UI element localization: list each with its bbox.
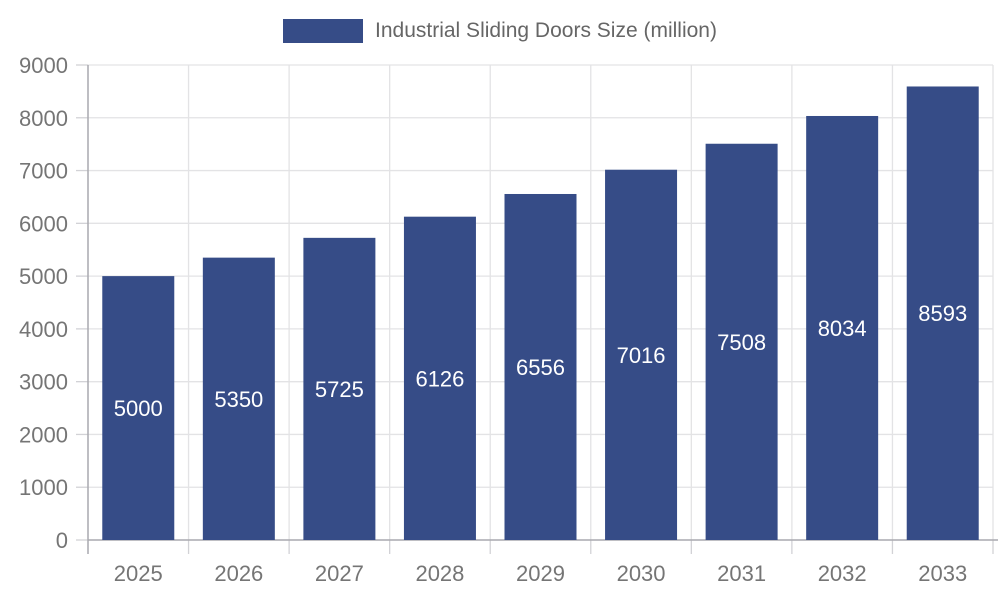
y-axis-label: 6000 xyxy=(19,211,68,236)
x-axis-label: 2025 xyxy=(114,561,163,586)
bar-2032 xyxy=(806,115,879,540)
y-axis-label: 7000 xyxy=(19,159,68,184)
bar-2025 xyxy=(102,276,175,540)
x-axis-label: 2031 xyxy=(717,561,766,586)
legend: Industrial Sliding Doors Size (million) xyxy=(0,19,1000,43)
bar-2029 xyxy=(504,193,577,540)
legend-item[interactable]: Industrial Sliding Doors Size (million) xyxy=(283,19,717,43)
bar-2030 xyxy=(605,169,678,540)
bar-value-label: 5350 xyxy=(214,387,263,412)
x-axis-label: 2029 xyxy=(516,561,565,586)
legend-swatch xyxy=(283,19,364,43)
y-axis-label: 1000 xyxy=(19,475,68,500)
bar-value-label: 5725 xyxy=(315,377,364,402)
y-axis-label: 5000 xyxy=(19,264,68,289)
y-axis-label: 8000 xyxy=(19,106,68,131)
bar-2026 xyxy=(202,257,275,540)
x-axis-label: 2030 xyxy=(617,561,666,586)
bar-2033 xyxy=(906,86,979,540)
bar-2027 xyxy=(303,237,376,540)
legend-label: Industrial Sliding Doors Size (million) xyxy=(375,19,717,42)
bar-value-label: 6126 xyxy=(415,366,464,391)
bar-value-label: 7508 xyxy=(717,330,766,355)
bar-value-label: 8593 xyxy=(918,301,967,326)
y-axis-label: 2000 xyxy=(19,422,68,447)
x-axis-label: 2028 xyxy=(415,561,464,586)
bar-value-label: 8034 xyxy=(818,316,867,341)
bar-value-label: 5000 xyxy=(114,396,163,421)
bar-2028 xyxy=(403,216,476,540)
y-axis-label: 0 xyxy=(56,528,68,553)
bar-2031 xyxy=(705,143,778,540)
x-axis-label: 2032 xyxy=(818,561,867,586)
x-axis-label: 2033 xyxy=(918,561,967,586)
y-axis-label: 4000 xyxy=(19,317,68,342)
y-axis-label: 9000 xyxy=(19,53,68,78)
bar-value-label: 6556 xyxy=(516,355,565,380)
x-axis-label: 2027 xyxy=(315,561,364,586)
x-axis-label: 2026 xyxy=(214,561,263,586)
bar-value-label: 7016 xyxy=(617,343,666,368)
y-axis-label: 3000 xyxy=(19,370,68,395)
